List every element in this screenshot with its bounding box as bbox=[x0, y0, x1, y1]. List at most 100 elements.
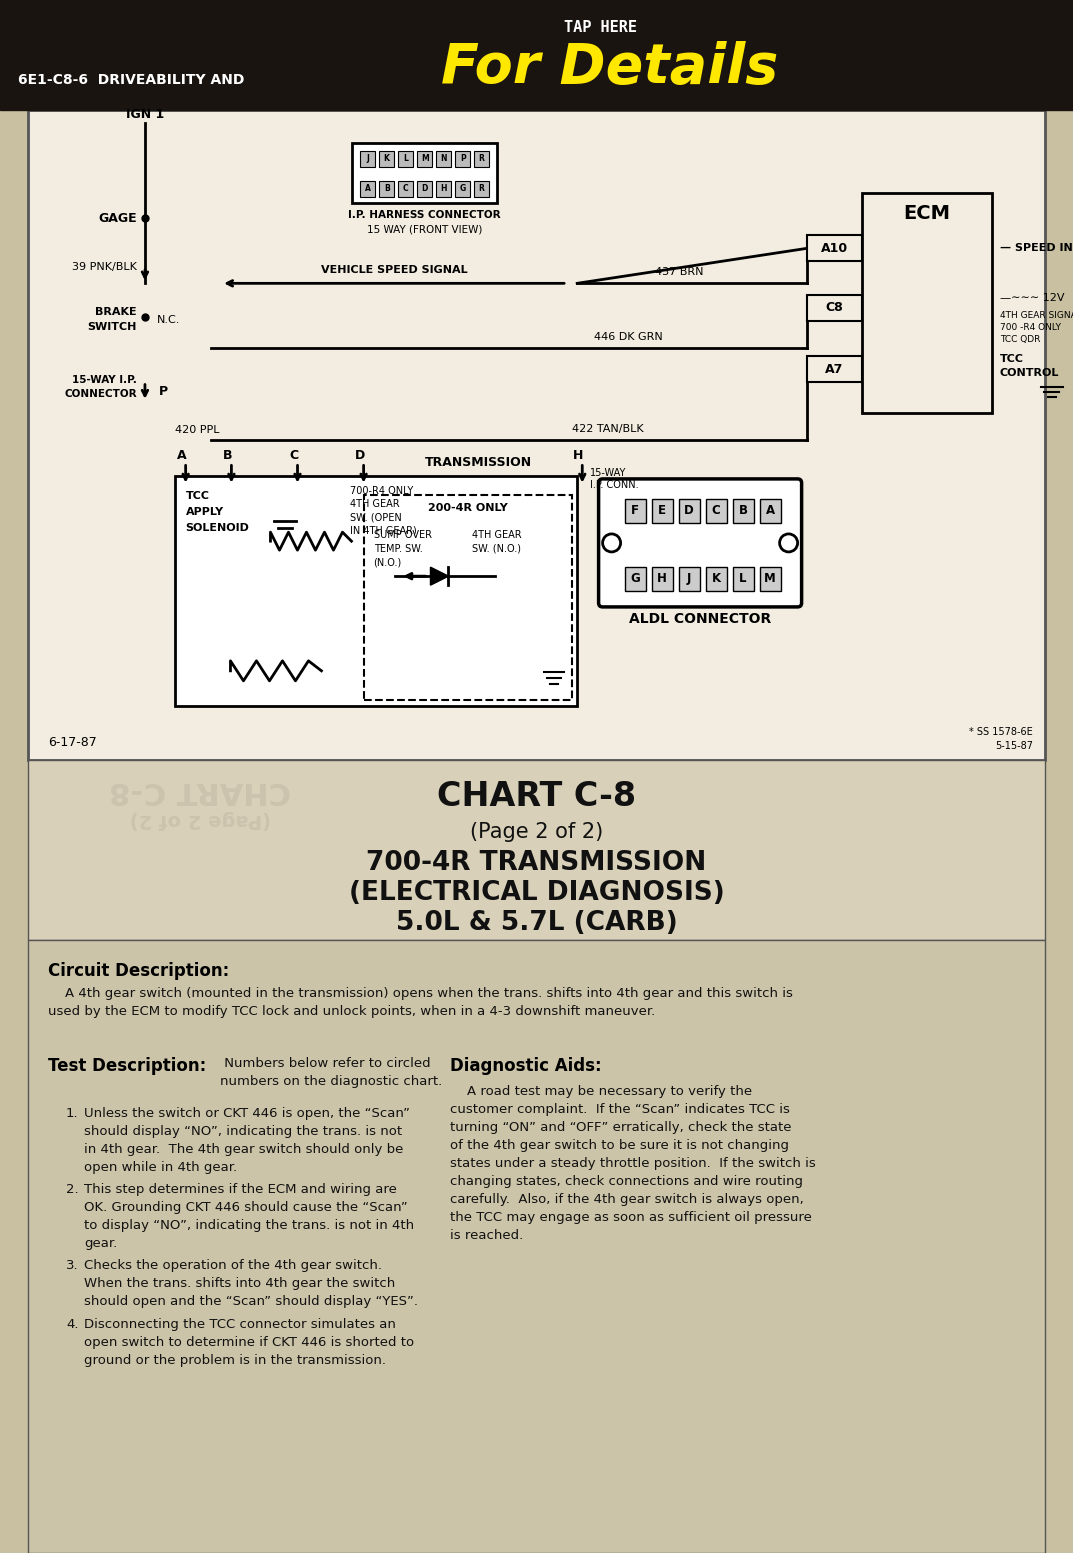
Bar bbox=[361, 151, 376, 166]
Text: J: J bbox=[366, 154, 369, 163]
Text: SW. (OPEN: SW. (OPEN bbox=[351, 512, 402, 522]
Text: N: N bbox=[440, 154, 446, 163]
Text: ALDL CONNECTOR: ALDL CONNECTOR bbox=[629, 612, 771, 626]
Text: J: J bbox=[687, 573, 691, 585]
Text: Checks the operation of the 4th gear switch.
When the trans. shifts into 4th gea: Checks the operation of the 4th gear swi… bbox=[84, 1259, 418, 1308]
Text: L: L bbox=[739, 573, 747, 585]
Text: 422 TAN/BLK: 422 TAN/BLK bbox=[572, 424, 644, 435]
Bar bbox=[0, 0, 1073, 110]
Bar bbox=[352, 143, 497, 202]
Text: Diagnostic Aids:: Diagnostic Aids: bbox=[450, 1058, 602, 1075]
Bar bbox=[678, 499, 700, 523]
Text: 700-R4 ONLY: 700-R4 ONLY bbox=[351, 486, 414, 495]
Text: E: E bbox=[658, 505, 666, 517]
Text: F: F bbox=[631, 505, 640, 517]
Bar bbox=[474, 151, 489, 166]
Bar bbox=[733, 567, 753, 592]
Text: D: D bbox=[354, 449, 365, 461]
Text: D: D bbox=[422, 183, 428, 193]
Text: CONNECTOR: CONNECTOR bbox=[64, 388, 137, 399]
Text: B: B bbox=[223, 449, 232, 461]
Bar bbox=[28, 940, 1045, 1553]
Text: SUMP OVER: SUMP OVER bbox=[373, 530, 431, 539]
Text: H: H bbox=[440, 183, 446, 193]
Text: Unless the switch or CKT 446 is open, the “Scan”
should display “NO”, indicating: Unless the switch or CKT 446 is open, th… bbox=[84, 1107, 410, 1174]
Text: SW. (N.O.): SW. (N.O.) bbox=[472, 544, 521, 553]
Text: 700-4R TRANSMISSION: 700-4R TRANSMISSION bbox=[366, 849, 707, 876]
Text: B: B bbox=[384, 183, 389, 193]
Text: BRAKE: BRAKE bbox=[95, 307, 137, 317]
Text: M: M bbox=[764, 573, 776, 585]
Text: 15 WAY (FRONT VIEW): 15 WAY (FRONT VIEW) bbox=[367, 225, 483, 235]
Text: H: H bbox=[573, 449, 584, 461]
Text: 700 -R4 ONLY: 700 -R4 ONLY bbox=[1000, 323, 1061, 332]
Text: N.C.: N.C. bbox=[157, 315, 180, 325]
Text: Test Description:: Test Description: bbox=[48, 1058, 206, 1075]
Text: 2.: 2. bbox=[67, 1183, 78, 1196]
Text: R: R bbox=[479, 154, 485, 163]
Bar bbox=[651, 499, 673, 523]
Text: C: C bbox=[402, 183, 409, 193]
Text: A: A bbox=[365, 183, 370, 193]
Text: A: A bbox=[765, 505, 775, 517]
Text: TCC: TCC bbox=[1000, 354, 1024, 365]
Text: (Page 2 of 2): (Page 2 of 2) bbox=[130, 811, 270, 829]
Text: CHART C-8: CHART C-8 bbox=[109, 775, 291, 804]
Text: 437 BRN: 437 BRN bbox=[655, 267, 703, 278]
Text: IN 4TH GEAR): IN 4TH GEAR) bbox=[351, 525, 417, 536]
Text: 39 PNK/BLK: 39 PNK/BLK bbox=[72, 262, 137, 272]
Bar bbox=[678, 567, 700, 592]
Bar bbox=[28, 110, 1045, 759]
Text: A 4th gear switch (mounted in the transmission) opens when the trans. shifts int: A 4th gear switch (mounted in the transm… bbox=[48, 988, 793, 1019]
Text: IGN 1: IGN 1 bbox=[126, 107, 164, 121]
Bar bbox=[436, 151, 451, 166]
Bar bbox=[706, 567, 726, 592]
Text: I.P. CONN.: I.P. CONN. bbox=[590, 480, 638, 491]
Bar bbox=[733, 499, 753, 523]
Bar bbox=[28, 759, 1045, 940]
Bar bbox=[862, 193, 991, 413]
Text: TEMP. SW.: TEMP. SW. bbox=[373, 544, 423, 553]
Text: 4.: 4. bbox=[67, 1318, 78, 1331]
Polygon shape bbox=[430, 567, 449, 585]
Bar bbox=[379, 151, 394, 166]
Text: 15-WAY I.P.: 15-WAY I.P. bbox=[72, 374, 137, 385]
Bar bbox=[624, 499, 646, 523]
Text: 5.0L & 5.7L (CARB): 5.0L & 5.7L (CARB) bbox=[396, 910, 677, 936]
Text: TRANSMISSION: TRANSMISSION bbox=[425, 457, 532, 469]
Text: TCC: TCC bbox=[186, 491, 209, 502]
Text: H: H bbox=[657, 573, 667, 585]
Bar bbox=[455, 151, 470, 166]
Text: 4TH GEAR: 4TH GEAR bbox=[472, 530, 521, 539]
Text: 15-WAY: 15-WAY bbox=[590, 467, 627, 477]
Text: 6E1-C8-6  DRIVEABILITY AND: 6E1-C8-6 DRIVEABILITY AND bbox=[18, 73, 245, 87]
Text: B: B bbox=[738, 505, 748, 517]
Bar bbox=[760, 567, 780, 592]
Bar bbox=[624, 567, 646, 592]
Text: C: C bbox=[711, 505, 720, 517]
Bar bbox=[706, 499, 726, 523]
Text: SWITCH: SWITCH bbox=[88, 321, 137, 332]
Text: A: A bbox=[177, 449, 187, 461]
Bar bbox=[398, 151, 413, 166]
Text: P: P bbox=[159, 385, 168, 398]
Text: CHART C-8: CHART C-8 bbox=[437, 780, 636, 814]
Text: VEHICLE SPEED SIGNAL: VEHICLE SPEED SIGNAL bbox=[321, 266, 468, 275]
FancyBboxPatch shape bbox=[599, 478, 802, 607]
Text: I.P. HARNESS CONNECTOR: I.P. HARNESS CONNECTOR bbox=[349, 211, 501, 221]
Bar bbox=[807, 356, 862, 382]
Text: TAP HERE: TAP HERE bbox=[563, 20, 636, 36]
Text: This step determines if the ECM and wiring are
OK. Grounding CKT 446 should caus: This step determines if the ECM and wiri… bbox=[84, 1183, 414, 1250]
Bar bbox=[651, 567, 673, 592]
Bar bbox=[364, 494, 572, 700]
Text: 4TH GEAR: 4TH GEAR bbox=[351, 499, 400, 509]
Text: P: P bbox=[459, 154, 466, 163]
Bar bbox=[379, 180, 394, 197]
Bar bbox=[398, 180, 413, 197]
Text: 1.: 1. bbox=[67, 1107, 78, 1120]
Text: 6-17-87: 6-17-87 bbox=[48, 736, 97, 749]
Text: A7: A7 bbox=[825, 363, 843, 376]
Text: Circuit Description:: Circuit Description: bbox=[48, 961, 230, 980]
Text: D: D bbox=[685, 505, 694, 517]
Bar bbox=[361, 180, 376, 197]
